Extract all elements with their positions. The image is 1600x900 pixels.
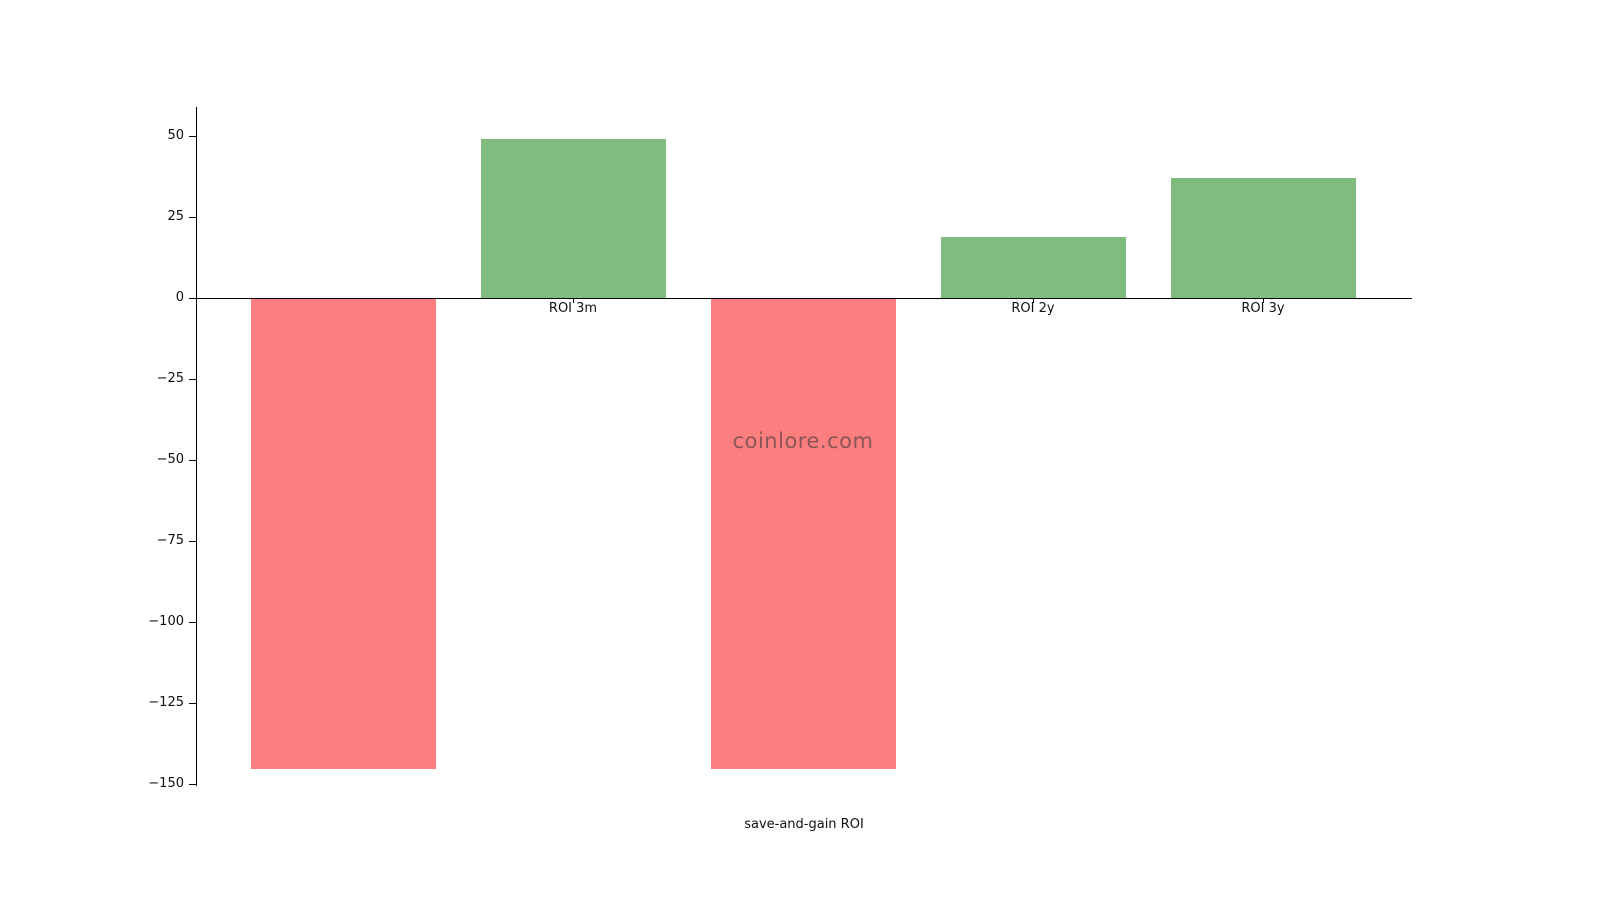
x-tick-label: ROI 2y [1011,301,1055,317]
chart-title: save-and-gain ROI [744,817,864,832]
y-tick-label: −100 [148,614,184,630]
y-tick-label: −150 [148,776,184,792]
y-tick-label: −125 [148,695,184,711]
y-tick-label: −25 [156,371,184,387]
watermark: coinlore.com [732,429,874,453]
y-tick-mark [189,136,196,138]
x-tick-label: ROI 3m [548,301,598,317]
y-tick-label: −50 [156,452,184,468]
y-tick-mark [189,703,196,705]
y-axis-spine [196,107,197,786]
x-tick-mark [573,298,574,304]
y-tick-label: 25 [167,209,184,225]
bar-2 [710,299,896,770]
x-tick-label: ROI 3y [1241,301,1285,317]
y-tick-mark [189,622,196,624]
y-tick-mark [189,217,196,219]
y-tick-label: 0 [175,290,184,306]
y-tick-mark [189,298,196,300]
y-tick-label: −75 [156,533,184,549]
bar-4 [1170,178,1356,299]
bar-0 [250,299,436,770]
bar-1 [480,139,666,299]
x-axis-line [196,298,1412,300]
plot-area: coinlore.com 50 25 0 −25 −50 −75 −100 −125 −150 R… [148,107,1412,791]
x-tick-mark [1033,298,1034,304]
y-tick-mark [189,379,196,381]
bar-3 [940,236,1126,299]
y-tick-mark [189,460,196,462]
y-tick-mark [189,541,196,543]
x-tick-mark [1263,298,1264,304]
y-tick-mark [189,784,196,786]
y-tick-label: 50 [167,128,184,144]
